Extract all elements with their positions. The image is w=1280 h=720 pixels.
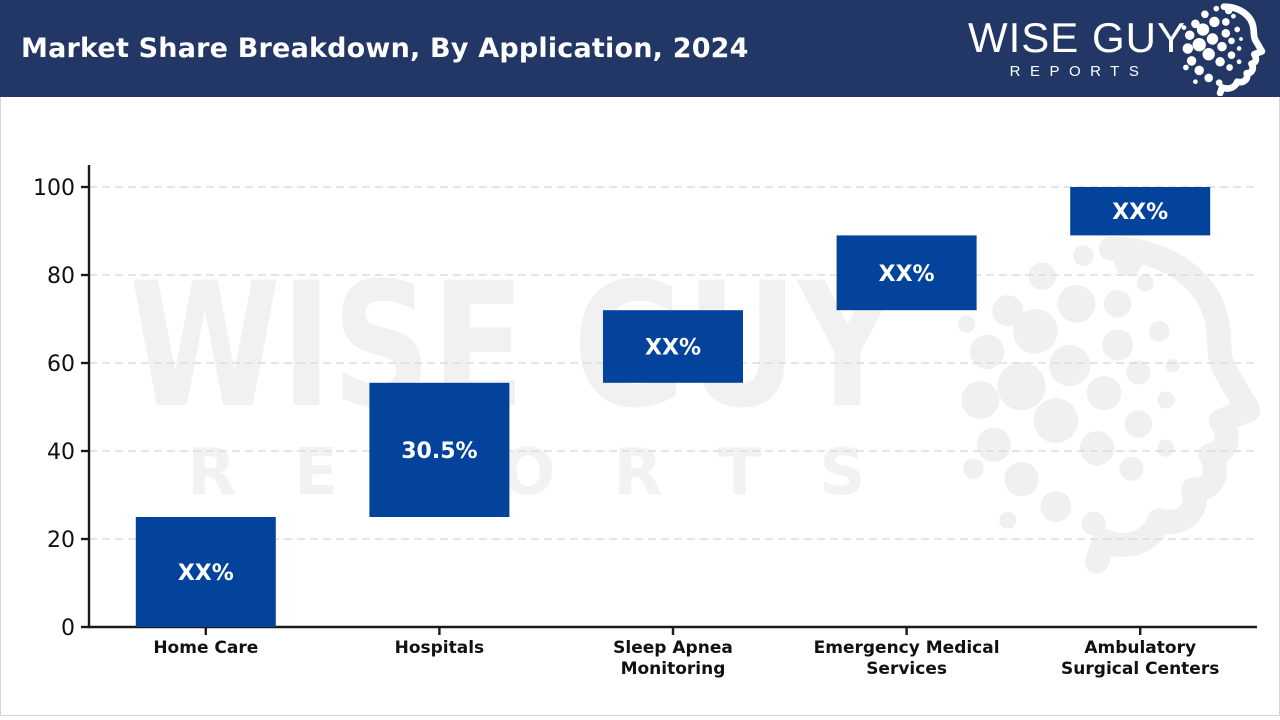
bar-segment (369, 382, 510, 517)
logo-wordmark-line1: WISE GUY (967, 14, 1186, 61)
bar-value-label: XX% (1112, 200, 1168, 225)
header-bar: Market Share Breakdown, By Application, … (0, 0, 1280, 97)
chart-title: Market Share Breakdown, By Application, … (21, 33, 749, 64)
category-label: Services (866, 659, 947, 679)
wiseguy-logo: WISE GUY REPORTS (968, 1, 1280, 96)
category-label: Monitoring (621, 659, 726, 679)
y-tick-label: 0 (61, 616, 75, 641)
bar-value-label: XX% (178, 561, 234, 586)
bar-segment (135, 517, 276, 627)
logo-wordmark-line2: REPORTS (1009, 63, 1149, 80)
y-tick-label: 80 (47, 264, 75, 289)
category-label: Emergency Medical (814, 638, 1000, 658)
category-label: Surgical Centers (1061, 659, 1219, 679)
logo-wordmark: WISE GUY REPORTS (967, 14, 1186, 81)
chart-panel: WISE GUY REPORTS 0 20 40 60 80 100 XX% Home Car… (0, 97, 1280, 716)
y-tick-label: 60 (47, 352, 75, 377)
y-tick-label: 20 (47, 528, 75, 553)
bar-value-label: 30.5% (401, 439, 477, 464)
category-label: Ambulatory (1084, 638, 1196, 658)
bar-value-label: XX% (879, 262, 935, 287)
wiseguy-head-icon (1172, 1, 1272, 96)
y-tick-label: 100 (33, 176, 75, 201)
category-label: Sleep Apnea (613, 638, 733, 658)
category-label: Hospitals (395, 638, 485, 658)
bar-value-label: XX% (645, 336, 701, 361)
bar-segment (1070, 187, 1211, 236)
waterfall-chart: 0 20 40 60 80 100 XX% Home Care 30.5% Hospitals XX… (33, 165, 1257, 679)
watermark-wordmark: WISE GUY (129, 245, 898, 446)
y-tick-label: 40 (47, 440, 75, 465)
bar-segment (603, 310, 743, 383)
bar-segment (836, 235, 977, 311)
category-label: Home Care (153, 638, 258, 658)
